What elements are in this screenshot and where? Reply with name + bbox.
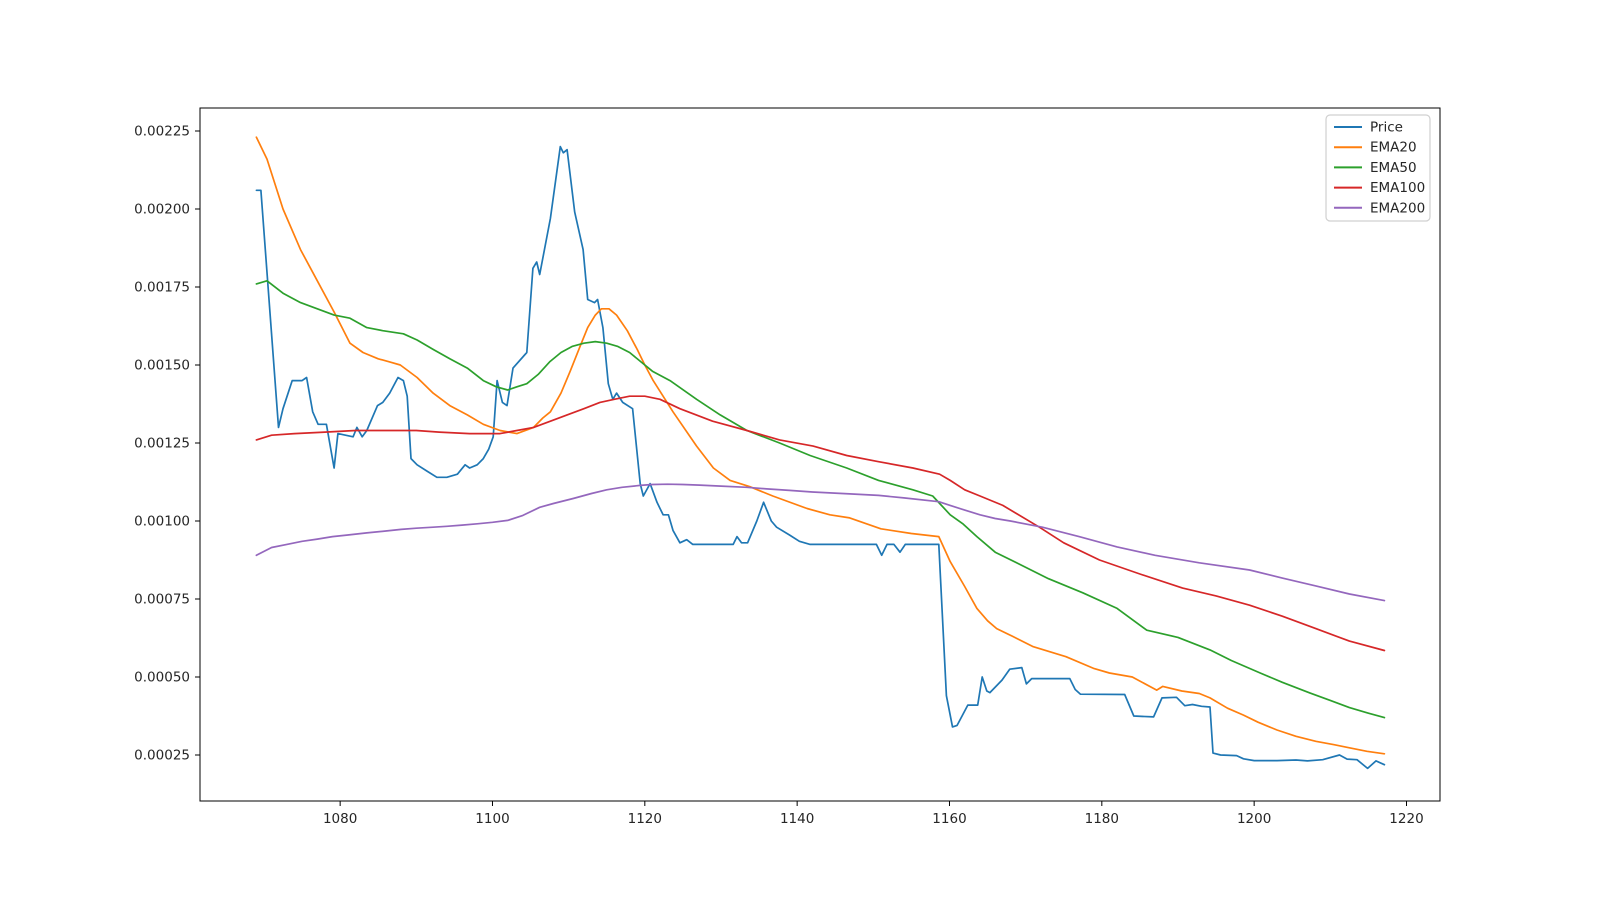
- price-line: [255, 145, 1386, 770]
- legend-label-ema50: EMA50: [1370, 160, 1417, 176]
- x-tick-label: 1120: [628, 811, 662, 827]
- y-tick-label: 0.00025: [134, 748, 190, 764]
- legend-box: [1325, 114, 1431, 222]
- x-tick-label: 1220: [1389, 811, 1423, 827]
- ema100-line: [255, 395, 1386, 652]
- x-tick-label: 1160: [932, 811, 966, 827]
- y-tick-label: 0.00100: [134, 514, 190, 530]
- x-tick-label: 1100: [475, 811, 509, 827]
- ema50-line: [255, 279, 1386, 719]
- y-tick-label: 0.00200: [134, 201, 190, 217]
- y-tick-label: 0.00150: [134, 358, 190, 374]
- y-tick-label: 0.00050: [134, 670, 190, 686]
- y-tick-label: 0.00225: [134, 123, 190, 139]
- legend-label-ema200: EMA200: [1370, 200, 1425, 216]
- y-tick-label: 0.00175: [134, 279, 190, 295]
- y-tick-label: 0.00125: [134, 436, 190, 452]
- x-tick-label: 1140: [780, 811, 814, 827]
- legend-label-ema20: EMA20: [1370, 140, 1417, 156]
- x-tick-label: 1080: [323, 811, 357, 827]
- ema200-line: [255, 483, 1386, 602]
- x-tick-label: 1200: [1237, 811, 1271, 827]
- legend-label-ema100: EMA100: [1370, 180, 1425, 196]
- ema20-line: [255, 136, 1386, 755]
- y-tick-label: 0.00075: [134, 592, 190, 608]
- x-tick-label: 1180: [1085, 811, 1119, 827]
- axes-frame: [199, 107, 1441, 802]
- legend-label-price: Price: [1370, 120, 1403, 136]
